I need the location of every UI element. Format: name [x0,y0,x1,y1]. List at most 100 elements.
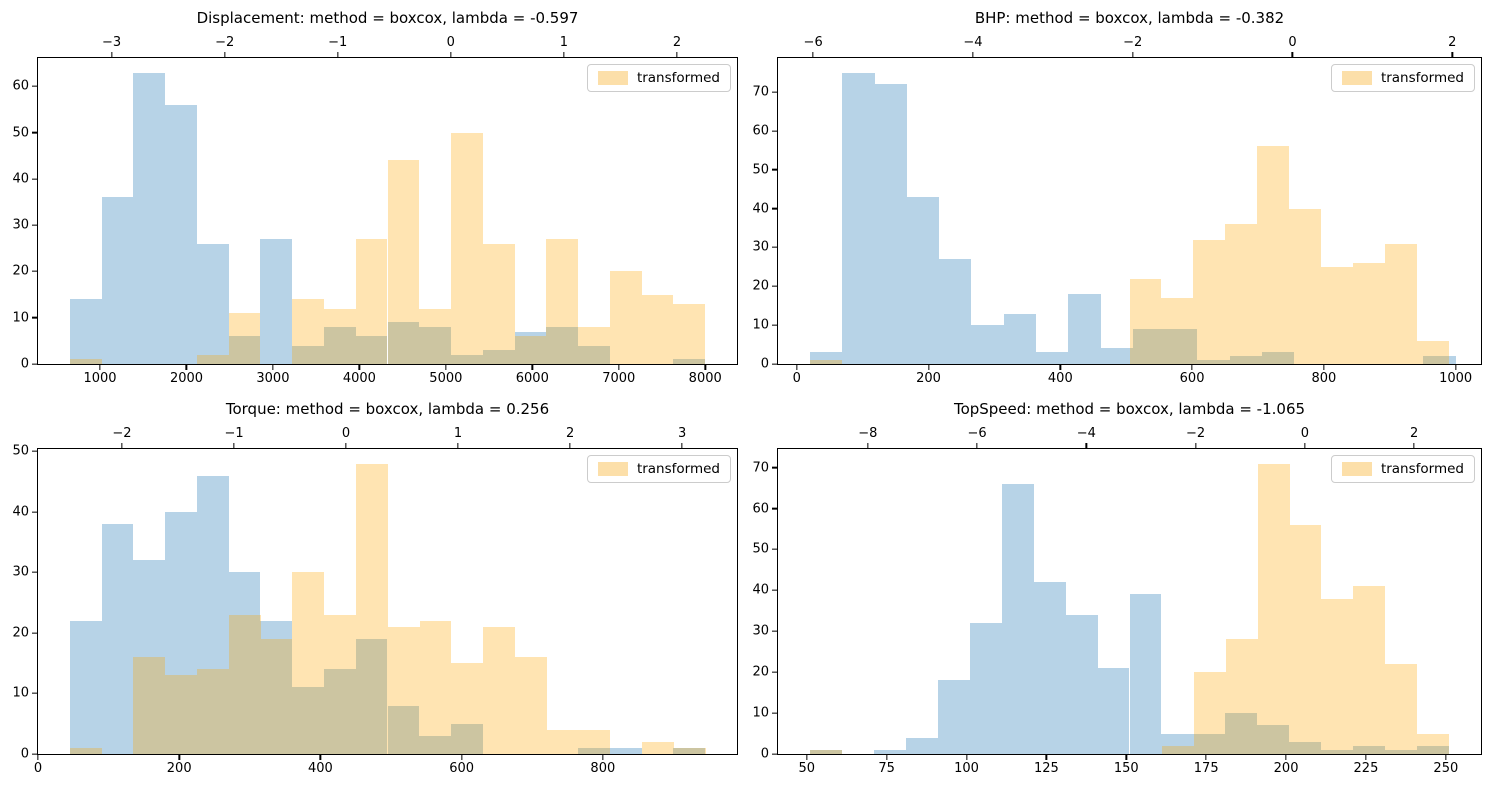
legend-patch-icon [1341,462,1372,476]
histogram-bar-original [133,560,166,754]
histogram-bar-original [260,239,293,364]
legend-patch-icon [1341,71,1372,85]
histogram-bar-original [482,350,515,364]
tick-label: 10 [12,310,29,326]
histogram-bar-original [609,747,642,754]
tick-mark [772,363,777,365]
histogram-bar-original [133,72,166,364]
histogram-bar-transformed [196,669,229,754]
histogram-bar-transformed [419,308,452,364]
histogram-bar-transformed [1289,524,1322,754]
histogram-bar-transformed [324,614,356,754]
histogram-bar-original [1321,749,1354,754]
histogram-bar-original [1068,294,1101,364]
tick-label: 40 [752,201,769,217]
tick-mark [32,178,37,180]
tick-mark [867,443,869,448]
histogram-bar-transformed [673,303,706,364]
histogram-bar-original [673,359,706,364]
tick-mark [563,52,565,57]
tick-mark [806,755,808,760]
tick-mark [885,755,888,760]
histogram-bar-original [1193,733,1226,754]
histogram-bar-original [101,197,134,364]
tick-mark [32,363,37,365]
plot-area: Torque: method = boxcox, lambda = 0.256 … [12,400,738,775]
tick-label: 50 [12,125,29,141]
histogram-bar-original [514,331,547,364]
histogram-bar-transformed [69,359,102,364]
tick-mark [32,270,37,273]
tick-mark [32,692,37,695]
histogram-bar-transformed [1161,297,1194,364]
tick-label: 70 [752,460,769,476]
histogram-bar-original [196,475,229,754]
histogram-bar-transformed [609,271,642,364]
tick-mark [1085,443,1087,448]
histogram-bar-transformed [133,657,166,754]
histogram-bar-original [196,243,229,364]
plot-area: TopSpeed: method = boxcox, lambda = -1.0… [752,400,1482,775]
tick-mark [569,443,571,448]
subplot-torque: Torque: method = boxcox, lambda = 0.256 … [0,395,744,790]
histogram-bar-original [1065,614,1098,754]
histogram-bar-transformed [292,572,325,754]
legend-label: transformed [1380,461,1464,477]
histogram-bar-original [1197,360,1230,364]
histogram-bar-transformed [1193,239,1226,364]
histogram-bar-original [292,687,324,754]
tick-mark [32,632,37,634]
tick-label: 50 [798,761,816,776]
tick-mark [32,753,37,755]
histogram-bar-original [292,345,324,364]
histogram-bar-original [1100,348,1133,364]
histogram-bar-original [1353,745,1386,754]
tick-label: 40 [12,171,29,187]
histogram-bar-original [387,705,420,754]
histogram-bar-original [69,299,102,364]
histogram-bar-transformed [165,675,197,754]
tick-mark [1132,52,1134,57]
tick-mark [772,548,777,551]
tick-mark [976,443,978,448]
tick-mark [1291,52,1294,57]
histogram-bars-layer [778,58,1481,364]
histogram-bar-original [355,639,388,754]
tick-mark [602,755,604,760]
histogram-bar-transformed [196,354,229,364]
tick-mark [1194,443,1197,448]
tick-mark [681,443,683,448]
histogram-bar-original [69,620,102,754]
tick-label: 60 [12,78,29,94]
histogram-bar-original [323,669,356,754]
subplot-title: TopSpeed: method = boxcox, lambda = -1.0… [953,400,1306,418]
histogram-bar-original [419,327,452,364]
histogram-bar-original [969,623,1002,754]
legend: transformed [586,455,731,483]
tick-label: 1 [453,426,463,441]
histogram-bar-original [451,354,483,364]
tick-mark [772,91,777,93]
tick-label: −2 [1123,35,1143,50]
histogram-bar-original [1385,749,1418,754]
histogram-bar-original [842,72,875,364]
histogram-bar-original [937,680,970,754]
histogram-bar-original [228,336,261,364]
tick-mark [972,52,974,57]
tick-label: 30 [752,239,769,255]
tick-label: 0 [792,371,801,386]
tick-label: 50 [752,162,769,178]
tick-mark [812,52,814,57]
histogram-bar-transformed [355,239,388,364]
histogram-bar-original [1225,713,1258,754]
tick-label: −4 [1076,426,1096,441]
tick-label: 10 [12,685,29,701]
legend: transformed [1330,64,1475,92]
tick-label: 1000 [1439,371,1473,386]
tick-label: −4 [963,35,983,50]
histogram-bar-original [1003,313,1036,364]
tick-mark [319,755,322,760]
tick-label: 2000 [169,371,204,386]
tick-mark [1365,755,1367,760]
tick-label: 250 [1433,761,1459,776]
